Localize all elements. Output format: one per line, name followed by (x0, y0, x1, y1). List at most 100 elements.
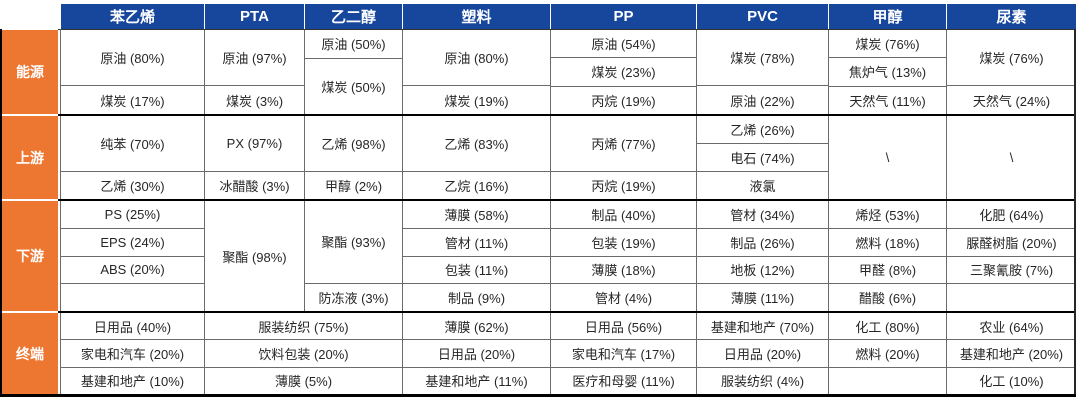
table-column: 原油 (54%) 煤炭 (23%) 丙烷 (19%) (550, 30, 696, 114)
table-column: 日用品 (56%) 家电和汽车 (17%) 医疗和母婴 (11%) (550, 313, 696, 394)
table-cell: 薄膜 (5%) (205, 366, 402, 394)
column-header: 苯乙烯 (61, 4, 204, 29)
table-column: 聚酯 (93%) 防冻液 (3%) (304, 201, 402, 311)
table-header-row: 苯乙烯 PTA 乙二醇 塑料 PP PVC 甲醇 尿素 (61, 4, 1076, 29)
table-cell: 包装 (19%) (551, 227, 696, 256)
table-cell: \ (1009, 150, 1014, 165)
table-cell: 煤炭 (3%) (205, 85, 304, 114)
table-section-0: 原油 (80%) 煤炭 (17%) 原油 (97%) 煤炭 (3%) 原油 (50%) 煤… (61, 30, 1076, 114)
table-cell: 服装纺织 (75%) (258, 319, 349, 335)
table-cell: 煤炭 (23%) (551, 57, 696, 85)
table-cell: 醋酸 (6%) (829, 283, 946, 311)
table-cell (61, 283, 204, 311)
table-section-1: 纯苯 (70%) 乙烯 (30%) PX (97%) 冰醋酸 (3%) 乙烯 (98%)… (61, 116, 1076, 199)
table-column: 乙烯 (26%) 电石 (74%) 液氯 (696, 116, 828, 199)
table-cell: 制品 (26%) (697, 227, 828, 256)
table-cell: 甲醛 (8%) (829, 255, 946, 284)
table-cell: 丙烷 (19%) (551, 170, 696, 199)
table-column: 原油 (97%) 煤炭 (3%) (204, 30, 304, 114)
column-header: PP (550, 4, 696, 29)
column-header: 塑料 (402, 4, 550, 29)
table-cell: 薄膜 (18%) (551, 255, 696, 284)
section-divider-energy-upstream (58, 114, 1076, 116)
table-cell: 化工 (10%) (947, 366, 1076, 394)
table-column: 化肥 (64%) 脲醛树脂 (20%) 三聚氰胺 (7%) (946, 201, 1076, 311)
table-cell: 家电和汽车 (17%) (551, 339, 696, 366)
table-column: 聚酯 (98%) (204, 201, 304, 311)
table-left-border (0, 29, 2, 397)
table-cell: 原油 (80%) (444, 51, 509, 67)
table-cell: 煤炭 (19%) (403, 85, 550, 114)
body-left-gridline (60, 29, 61, 394)
table-cell: 焦炉气 (13%) (829, 57, 946, 85)
table-column: PX (97%) 冰醋酸 (3%) (204, 116, 304, 199)
row-group-label: 上游 (2, 116, 58, 199)
table-section-3: 日用品 (40%) 家电和汽车 (20%) 基建和地产 (10%) 服装纺织 (75%… (61, 313, 1076, 394)
table-cell: 饮料包装 (20%) (205, 339, 402, 366)
table-cell: 原油 (80%) (100, 51, 165, 67)
table-cell: 化肥 (64%) (979, 207, 1044, 223)
table-cell: 基建和地产 (20%) (947, 339, 1076, 366)
table-cell: 地板 (12%) (697, 255, 828, 284)
table-column: \ (828, 116, 946, 199)
table-cell: PS (25%) (104, 206, 161, 222)
table-cell: 乙烷 (16%) (403, 170, 550, 199)
table-column: PS (25%) EPS (24%) ABS (20%) (61, 201, 204, 311)
table-cell: 丙烷 (19%) (551, 85, 696, 114)
table-cell: 家电和汽车 (20%) (61, 339, 204, 366)
table-cell: 乙烯 (83%) (444, 136, 509, 152)
table-column: 原油 (50%) 煤炭 (50%) (304, 30, 402, 114)
table-column: 基建和地产 (70%) 日用品 (20%) 服装纺织 (4%) (696, 313, 828, 394)
table-cell: 天然气 (24%) (947, 85, 1076, 114)
table-column: 煤炭 (78%) 原油 (22%) (696, 30, 828, 114)
table-column: 煤炭 (76%) 天然气 (24%) (946, 30, 1076, 114)
table-cell: 医疗和母婴 (11%) (551, 366, 696, 394)
table-column: 丙烯 (77%) 丙烷 (19%) (550, 116, 696, 199)
table-cell: 煤炭 (76%) (979, 51, 1044, 67)
column-header: PVC (696, 4, 828, 29)
table-cell: 甲醇 (2%) (305, 170, 402, 199)
table-cell: 纯苯 (70%) (100, 136, 165, 152)
table-column: 原油 (80%) 煤炭 (19%) (402, 30, 550, 114)
table-cell: 薄膜 (58%) (444, 207, 509, 223)
table-cell: 天然气 (11%) (829, 85, 946, 114)
table-right-border (1074, 29, 1076, 394)
row-group-label: 能源 (2, 30, 58, 114)
table-cell: 煤炭 (78%) (730, 51, 795, 67)
table-cell: 乙烯 (30%) (61, 170, 204, 199)
table-cell: 乙烯 (26%) (730, 123, 795, 138)
table-cell: 烯烃 (53%) (855, 207, 920, 223)
table-cell: 原油 (50%) (321, 37, 386, 53)
table-column: 薄膜 (58%) 管材 (11%) 包装 (11%) 制品 (9%) (402, 201, 550, 311)
header-underline (58, 29, 1076, 30)
table-cell: EPS (24%) (61, 227, 204, 256)
table-column: 化工 (80%) 燃料 (20%) (828, 313, 946, 394)
table-cell: 聚酯 (98%) (222, 249, 287, 265)
table-cell: \ (885, 150, 890, 165)
table-cell: ABS (20%) (61, 255, 204, 284)
section-divider-upstream-downstream (58, 199, 1076, 201)
table-cell: 薄膜 (11%) (697, 283, 828, 311)
table-cell: 原油 (97%) (222, 51, 287, 67)
table-column: 纯苯 (70%) 乙烯 (30%) (61, 116, 204, 199)
table-bottom-border (0, 394, 1076, 397)
table-cell: 脲醛树脂 (20%) (947, 227, 1076, 256)
table-cell: 薄膜 (62%) (444, 319, 509, 335)
table-column: 烯烃 (53%) 燃料 (18%) 甲醛 (8%) 醋酸 (6%) (828, 201, 946, 311)
table-column: 服装纺织 (75%) 饮料包装 (20%) 薄膜 (5%) (204, 313, 402, 394)
table-column: 农业 (64%) 基建和地产 (20%) 化工 (10%) (946, 313, 1076, 394)
table-cell: 燃料 (18%) (829, 227, 946, 256)
table-cell: 制品 (40%) (591, 207, 656, 223)
table-column: 煤炭 (76%) 焦炉气 (13%) 天然气 (11%) (828, 30, 946, 114)
table-column: 制品 (40%) 包装 (19%) 薄膜 (18%) 管材 (4%) (550, 201, 696, 311)
table-cell: 煤炭 (50%) (305, 57, 402, 114)
table-cell: 制品 (9%) (403, 283, 550, 311)
table-cell: 丙烯 (77%) (591, 136, 656, 152)
table-cell: 基建和地产 (70%) (710, 319, 815, 335)
column-header: PTA (204, 4, 304, 29)
table-cell: PX (97%) (226, 135, 283, 151)
table-cell: 日用品 (20%) (697, 339, 828, 366)
table-cell: 基建和地产 (10%) (61, 366, 204, 394)
table-cell: 燃料 (20%) (829, 339, 946, 366)
